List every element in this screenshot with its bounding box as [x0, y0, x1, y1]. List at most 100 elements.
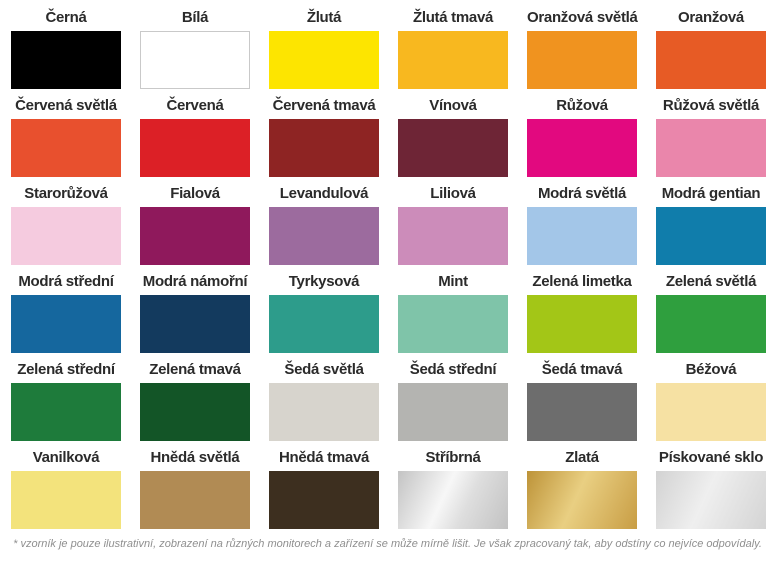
swatch-cell: Zelená světlá: [656, 270, 766, 353]
color-swatch: [527, 31, 637, 89]
swatch-cell: Modrá gentian: [656, 182, 766, 265]
swatch-grid: Černá Bílá Žlutá Žlutá tmavá Oranžová světlá…: [11, 6, 766, 529]
swatch-cell: Růžová: [527, 94, 637, 177]
swatch-label: Šedá tmavá: [541, 361, 623, 378]
swatch-label: Oranžová světlá: [527, 9, 638, 26]
swatch-label: Žlutá: [306, 9, 342, 26]
color-swatch: [11, 295, 121, 353]
swatch-label: Zelená střední: [17, 361, 115, 378]
swatch-cell: Levandulová: [269, 182, 379, 265]
color-swatch: [527, 471, 637, 529]
color-swatch: [269, 119, 379, 177]
swatch-cell: Růžová světlá: [656, 94, 766, 177]
color-swatch: [527, 119, 637, 177]
color-swatch: [11, 119, 121, 177]
color-swatch: [140, 383, 250, 441]
swatch-cell: Modrá střední: [11, 270, 121, 353]
swatch-cell: Modrá námořní: [140, 270, 250, 353]
color-swatch: [140, 119, 250, 177]
color-swatch: [527, 207, 637, 265]
color-swatch: [398, 383, 508, 441]
color-swatch: [269, 31, 379, 89]
swatch-label: Růžová světlá: [662, 97, 760, 114]
swatch-label: Modrá střední: [18, 273, 114, 290]
swatch-cell: Oranžová: [656, 6, 766, 89]
swatch-label: Modrá gentian: [661, 185, 761, 202]
swatch-cell: Pískované sklo: [656, 446, 766, 529]
color-swatch: [11, 31, 121, 89]
swatch-label: Žlutá tmavá: [412, 9, 494, 26]
color-swatch: [398, 31, 508, 89]
swatch-label: Tyrkysová: [288, 273, 360, 290]
swatch-cell: Červená světlá: [11, 94, 121, 177]
swatch-cell: Liliová: [398, 182, 508, 265]
swatch-cell: Šedá světlá: [269, 358, 379, 441]
color-swatch: [656, 207, 766, 265]
swatch-cell: Tyrkysová: [269, 270, 379, 353]
swatch-cell: Šedá střední: [398, 358, 508, 441]
color-swatch: [269, 207, 379, 265]
color-swatch: [140, 207, 250, 265]
swatch-cell: Černá: [11, 6, 121, 89]
color-swatch: [656, 295, 766, 353]
color-swatch: [656, 471, 766, 529]
color-swatch: [11, 383, 121, 441]
color-swatch: [269, 471, 379, 529]
color-swatch: [140, 471, 250, 529]
swatch-cell: Mint: [398, 270, 508, 353]
swatch-label: Mint: [438, 273, 468, 290]
swatch-label: Stříbrná: [425, 449, 481, 466]
swatch-label: Červená světlá: [15, 97, 117, 114]
swatch-label: Šedá střední: [409, 361, 497, 378]
swatch-label: Bílá: [181, 9, 209, 26]
swatch-label: Oranžová: [678, 9, 744, 26]
swatch-label: Červená: [166, 97, 224, 114]
swatch-cell: Vínová: [398, 94, 508, 177]
swatch-label: Modrá světlá: [537, 185, 627, 202]
swatch-label: Zlatá: [565, 449, 599, 466]
swatch-cell: Oranžová světlá: [527, 6, 638, 89]
swatch-label: Vínová: [429, 97, 477, 114]
swatch-cell: Hnědá tmavá: [269, 446, 379, 529]
swatch-cell: Červená: [140, 94, 250, 177]
swatch-label: Fialová: [170, 185, 220, 202]
color-swatch: [527, 295, 637, 353]
swatch-cell: Červená tmavá: [269, 94, 379, 177]
disclaimer-footnote: * vzorník je pouze ilustrativní, zobraze…: [13, 538, 762, 550]
swatch-label: Zelená tmavá: [149, 361, 241, 378]
swatch-cell: Fialová: [140, 182, 250, 265]
swatch-cell: Zelená tmavá: [140, 358, 250, 441]
swatch-label: Levandulová: [279, 185, 369, 202]
swatch-cell: Béžová: [656, 358, 766, 441]
swatch-cell: Modrá světlá: [527, 182, 637, 265]
swatch-cell: Žlutá tmavá: [398, 6, 508, 89]
swatch-label: Šedá světlá: [284, 361, 364, 378]
swatch-label: Růžová: [556, 97, 608, 114]
swatch-cell: Stříbrná: [398, 446, 508, 529]
color-swatch: [398, 471, 508, 529]
swatch-cell: Zelená limetka: [527, 270, 637, 353]
color-swatch: [11, 207, 121, 265]
color-swatch: [140, 31, 250, 89]
swatch-label: Hnědá tmavá: [278, 449, 370, 466]
swatch-label: Zelená limetka: [532, 273, 632, 290]
color-swatch: [269, 295, 379, 353]
swatch-cell: Zlatá: [527, 446, 637, 529]
color-swatch: [398, 119, 508, 177]
swatch-label: Hnědá světlá: [150, 449, 240, 466]
swatch-label: Starorůžová: [24, 185, 108, 202]
color-swatch: [269, 383, 379, 441]
color-swatch: [656, 31, 766, 89]
swatch-label: Pískované sklo: [658, 449, 764, 466]
color-swatch: [140, 295, 250, 353]
color-swatch: [398, 207, 508, 265]
swatch-cell: Hnědá světlá: [140, 446, 250, 529]
swatch-label: Zelená světlá: [665, 273, 757, 290]
swatch-cell: Zelená střední: [11, 358, 121, 441]
swatch-label: Červená tmavá: [272, 97, 376, 114]
color-swatch: [398, 295, 508, 353]
color-swatch: [527, 383, 637, 441]
swatch-cell: Žlutá: [269, 6, 379, 89]
swatch-label: Vanilková: [32, 449, 100, 466]
